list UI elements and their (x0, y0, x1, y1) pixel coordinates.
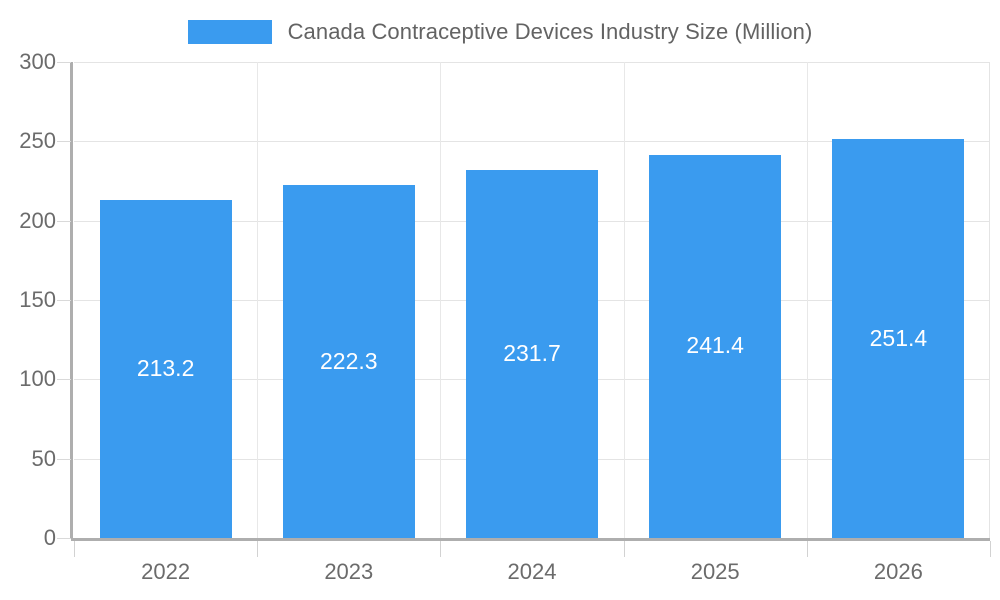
x-axis-tick-mark (990, 541, 991, 557)
y-axis-tick-label: 50 (31, 445, 56, 471)
y-axis-tick-mark (57, 62, 71, 63)
y-axis-tick-mark (57, 141, 71, 143)
y-axis-tick-mark (57, 379, 71, 381)
bar-2025[interactable]: 241.4 (649, 154, 782, 538)
plot-area: 213.2 222.3 231.7 241.4 251.4 (74, 62, 990, 538)
x-axis-tick-mark (807, 541, 808, 557)
legend-label[interactable]: Canada Contraceptive Devices Industry Si… (287, 19, 813, 44)
bar-value-label: 231.7 (503, 340, 561, 367)
gridline-vertical (440, 62, 441, 538)
y-axis-tick-label: 150 (19, 287, 56, 312)
x-axis-tick-mark (257, 541, 258, 557)
gridline-vertical (257, 62, 258, 538)
x-axis-tick-mark (74, 541, 75, 557)
gridline-horizontal (74, 62, 990, 63)
x-axis-tick-label: 2026 (873, 559, 923, 584)
gridline-vertical (624, 62, 625, 538)
gridline-horizontal (74, 141, 990, 143)
bar-2023[interactable]: 222.3 (282, 185, 415, 538)
y-axis-tick-mark (57, 458, 71, 460)
bar-value-label: 241.4 (686, 332, 744, 359)
x-axis-line (71, 538, 990, 541)
y-axis-tick-label: 200 (19, 207, 56, 233)
y-axis-line (70, 62, 73, 539)
gridline-vertical (807, 62, 808, 538)
x-axis-tick-mark (624, 541, 625, 557)
x-axis-tick-mark (440, 541, 441, 557)
chart-legend: Canada Contraceptive Devices Industry Si… (0, 14, 1000, 50)
legend-color-swatch[interactable] (187, 20, 272, 44)
y-axis-tick-mark (57, 538, 71, 539)
y-axis-labels: 0 50 100 150 200 250 300 (0, 0, 56, 600)
bar-2022[interactable]: 213.2 (99, 199, 232, 538)
x-axis-tick-label: 2023 (324, 559, 374, 584)
bar-2026[interactable]: 251.4 (832, 139, 965, 538)
y-axis-tick-label: 250 (19, 128, 56, 154)
bar-2024[interactable]: 231.7 (466, 170, 598, 538)
y-axis-tick-mark (57, 300, 71, 301)
y-axis-tick-label: 300 (19, 49, 56, 74)
x-axis-tick-label: 2022 (141, 559, 191, 584)
bar-value-label: 213.2 (136, 354, 195, 381)
bar-value-label: 222.3 (320, 347, 378, 374)
x-axis-tick-label: 2024 (507, 559, 557, 584)
y-axis-tick-label: 0 (43, 525, 56, 550)
y-axis-tick-label: 100 (19, 366, 56, 392)
bar-value-label: 251.4 (869, 324, 928, 351)
x-axis-tick-label: 2025 (690, 559, 740, 584)
y-axis-tick-mark (57, 220, 71, 222)
